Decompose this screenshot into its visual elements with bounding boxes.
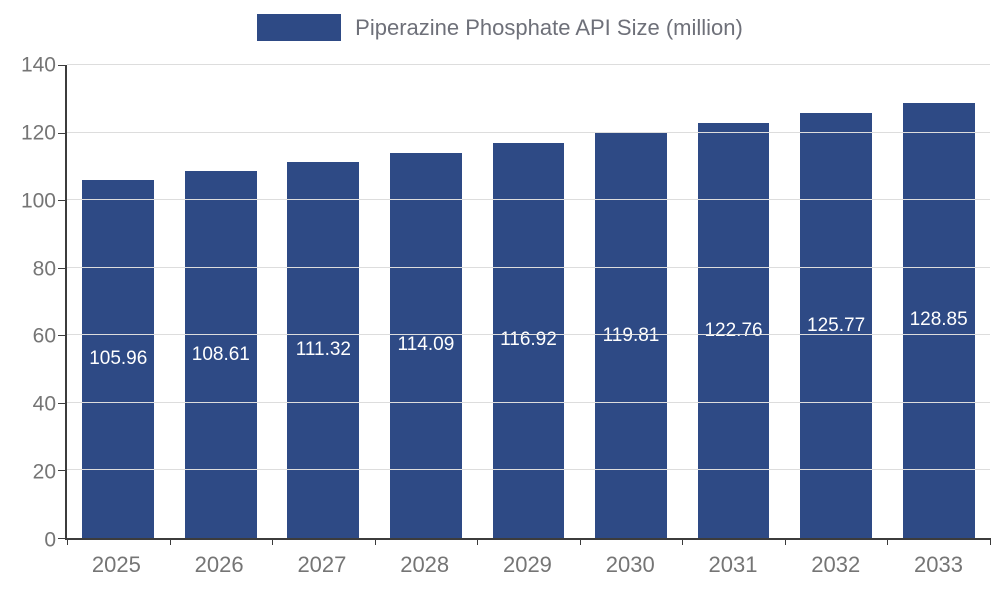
x-tick-mark [784, 538, 786, 545]
plot-area: 105.96 108.61 111.32 114.09 116.92 119.81 122.… [58, 64, 991, 545]
bar-slot: 119.81 [580, 65, 683, 538]
y-tick-label: 20 [32, 460, 56, 484]
y-tick-mark [58, 65, 65, 66]
bar-slot: 105.96 [67, 65, 170, 538]
bar-slot: 108.61 [170, 65, 273, 538]
bar-value-label: 111.32 [295, 338, 352, 360]
y-tick-label: 100 [20, 189, 56, 213]
y-tick-mark [58, 402, 65, 404]
bar-slot: 114.09 [375, 65, 478, 538]
gridline [67, 401, 990, 403]
bar-slot: 122.76 [682, 65, 785, 538]
bar-value-label: 119.81 [602, 324, 660, 346]
x-tick-mark [682, 538, 684, 545]
y-tick-label: 80 [32, 257, 56, 281]
x-tick-mark [477, 538, 479, 545]
x-tick-label: 2029 [502, 552, 552, 577]
x-tick-mark [374, 538, 376, 545]
y-tick-mark [58, 335, 65, 337]
bar: 125.77 [800, 113, 872, 538]
x-tick-label: 2025 [91, 552, 141, 577]
x-axis: 2025 2026 2027 2028 2029 2030 2031 2032 2033 [65, 552, 990, 578]
gridline [67, 266, 990, 268]
bar-value-label: 105.96 [89, 348, 148, 369]
bar: 116.92 [492, 142, 565, 538]
y-tick-mark [58, 132, 65, 134]
gridline [67, 131, 990, 133]
gridline [67, 469, 990, 471]
bar-value-label: 122.76 [704, 319, 763, 341]
x-tick-mark [67, 538, 68, 545]
y-tick-label: 140 [20, 53, 56, 77]
x-tick-mark [887, 538, 889, 545]
bar-value-label: 116.92 [500, 329, 557, 351]
y-tick-label: 60 [32, 324, 56, 348]
bar: 128.85 [902, 102, 975, 538]
gridline [67, 334, 990, 336]
bar-slot: 111.32 [272, 65, 375, 538]
bar-value-label: 108.61 [191, 343, 250, 365]
y-tick-mark [58, 200, 65, 202]
x-tick-label: 2026 [194, 552, 244, 577]
bars-container: 105.96 108.61 111.32 114.09 116.92 119.81 122.… [67, 65, 990, 538]
y-tick-label: 120 [20, 121, 56, 145]
y-axis: 0 20 40 60 80 100 120 140 [0, 55, 56, 551]
bar-value-label: 128.85 [909, 309, 968, 331]
chart-legend: Piperazine Phosphate API Size (million) [0, 14, 1000, 41]
bar: 122.76 [697, 123, 770, 538]
bar-slot: 125.77 [785, 65, 888, 538]
y-tick-mark [58, 267, 65, 269]
y-tick-label: 0 [44, 528, 56, 552]
gridline [67, 64, 990, 65]
y-tick-mark [58, 470, 65, 472]
bar: 114.09 [390, 152, 462, 538]
bar: 108.61 [184, 171, 257, 538]
x-tick-label: 2033 [914, 552, 963, 577]
x-tick-label: 2028 [400, 552, 450, 577]
x-tick-label: 2030 [605, 552, 655, 577]
bar: 111.32 [287, 161, 360, 538]
legend-label: Piperazine Phosphate API Size (million) [355, 14, 743, 40]
y-tick-label: 40 [32, 392, 56, 416]
bar: 119.81 [595, 133, 667, 538]
x-tick-label: 2031 [708, 552, 758, 577]
bar-slot: 116.92 [477, 65, 580, 538]
bar-slot: 128.85 [887, 65, 990, 538]
x-tick-label: 2027 [297, 552, 347, 577]
legend-swatch [257, 14, 342, 41]
bar-value-label: 114.09 [397, 334, 455, 356]
gridline [67, 199, 990, 201]
x-tick-mark [272, 538, 274, 545]
x-tick-label: 2032 [811, 552, 861, 577]
y-tick-mark [58, 538, 65, 539]
x-tick-mark [990, 538, 991, 545]
x-tick-mark [579, 538, 581, 545]
bar-value-label: 125.77 [807, 314, 866, 336]
bar: 105.96 [82, 180, 155, 538]
x-tick-mark [169, 538, 171, 545]
